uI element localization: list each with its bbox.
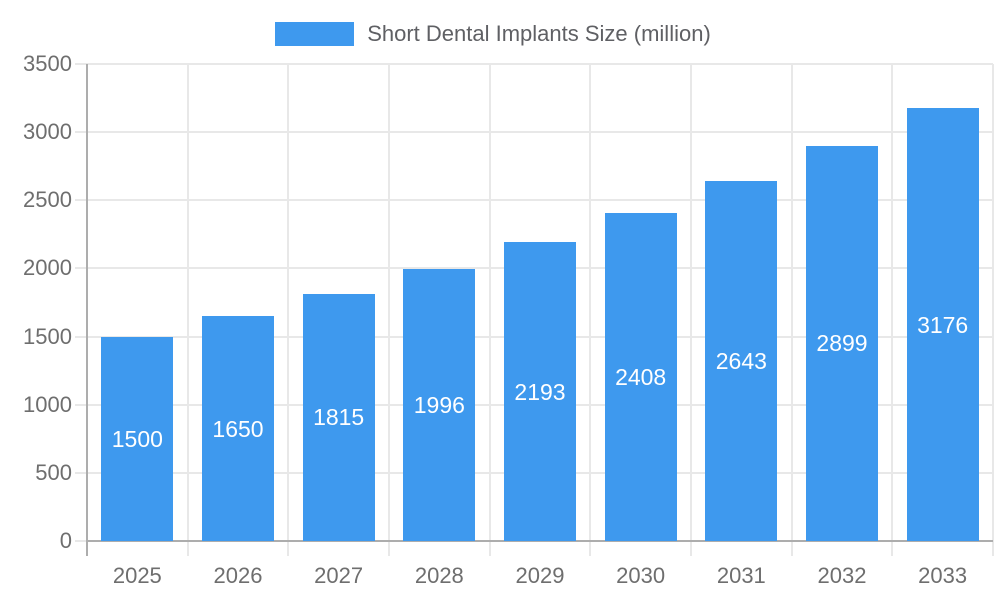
y-axis-label: 1500: [23, 323, 72, 349]
bar-value-label: 1996: [413, 391, 465, 418]
gridline-vertical: [992, 64, 994, 556]
y-axis-label: 1000: [23, 391, 72, 417]
legend-label: Short Dental Implants Size (million): [367, 21, 711, 46]
gridline-horizontal: [75, 63, 993, 65]
gridline-vertical: [388, 64, 390, 556]
x-axis-label: 2026: [213, 563, 263, 588]
bar-2032[interactable]: [806, 145, 878, 541]
bar-value-label: 1815: [313, 404, 365, 431]
gridline-horizontal: [75, 131, 993, 134]
bar-2031[interactable]: [705, 180, 778, 541]
bar-2029[interactable]: [504, 242, 576, 541]
y-axis-label: 500: [35, 459, 72, 485]
x-axis-label: 2028: [414, 563, 464, 588]
y-axis-label: 3000: [23, 119, 72, 145]
legend-swatch: [275, 22, 355, 46]
y-axis-label: 0: [59, 528, 72, 553]
bar-2025[interactable]: [101, 336, 174, 541]
y-axis-label: 3500: [23, 51, 72, 76]
x-axis-label: 2033: [918, 563, 968, 588]
x-axis-label: 2030: [616, 563, 666, 588]
bar-value-label: 2643: [715, 347, 767, 374]
y-axis-label: 2000: [23, 255, 72, 281]
bar-2027[interactable]: [302, 293, 375, 541]
bar-value-label: 2193: [514, 378, 566, 405]
gridline-vertical: [186, 64, 189, 556]
x-axis-label: 2031: [716, 563, 766, 588]
gridline-vertical: [790, 64, 793, 556]
bar-2028[interactable]: [403, 268, 476, 541]
y-axis-label: 2500: [23, 187, 72, 213]
bar-value-label: 1500: [111, 425, 163, 452]
x-axis-label: 2027: [314, 563, 364, 588]
bar-2030[interactable]: [604, 212, 677, 541]
gridline-vertical: [891, 64, 894, 556]
legend[interactable]: Short Dental Implants Size (million): [0, 21, 986, 47]
x-axis-line: [86, 540, 993, 542]
gridline-vertical: [287, 64, 290, 556]
gridline-vertical: [488, 64, 491, 556]
gridline-vertical: [589, 64, 592, 556]
bar-2033[interactable]: [906, 108, 979, 541]
y-axis-line: [86, 64, 88, 556]
bar-2026[interactable]: [202, 316, 274, 541]
bar-value-label: 2899: [816, 330, 868, 357]
bar-value-label: 3176: [917, 311, 969, 338]
gridline-vertical: [690, 64, 692, 556]
x-axis-label: 2029: [515, 563, 565, 588]
bar-value-label: 2408: [615, 363, 667, 390]
bar-value-label: 1650: [212, 415, 264, 442]
gridline-horizontal: [75, 199, 993, 202]
x-axis-label: 2032: [817, 563, 867, 588]
x-axis-label: 2025: [112, 563, 162, 588]
